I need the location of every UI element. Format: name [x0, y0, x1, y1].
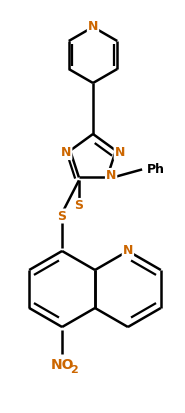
Text: N: N — [106, 169, 116, 182]
Text: N: N — [123, 244, 133, 257]
Text: N: N — [115, 146, 125, 159]
Text: N: N — [61, 146, 71, 159]
Text: S: S — [58, 209, 67, 223]
Text: Ph: Ph — [147, 163, 165, 176]
Text: S: S — [74, 199, 83, 212]
Text: 2: 2 — [70, 365, 78, 375]
Text: N: N — [88, 21, 98, 33]
Text: NO: NO — [50, 358, 74, 372]
